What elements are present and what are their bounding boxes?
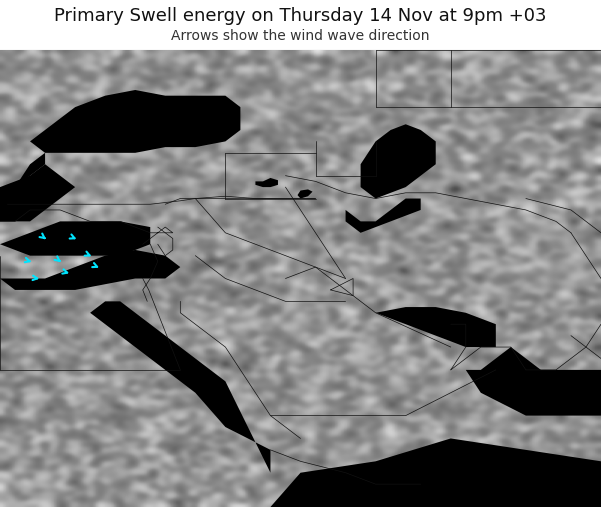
Polygon shape <box>346 199 421 233</box>
Polygon shape <box>270 439 601 507</box>
Polygon shape <box>0 250 180 290</box>
Text: Arrows show the wind wave direction: Arrows show the wind wave direction <box>171 29 430 43</box>
Polygon shape <box>0 222 150 256</box>
Polygon shape <box>255 178 278 187</box>
Polygon shape <box>0 153 45 199</box>
Polygon shape <box>297 190 313 199</box>
Polygon shape <box>346 301 496 347</box>
Text: Primary Swell energy on Thursday 14 Nov at 9pm +03: Primary Swell energy on Thursday 14 Nov … <box>54 7 547 25</box>
Polygon shape <box>0 164 75 222</box>
Polygon shape <box>30 90 240 153</box>
Polygon shape <box>361 124 436 199</box>
Polygon shape <box>466 347 601 416</box>
Polygon shape <box>90 301 270 473</box>
